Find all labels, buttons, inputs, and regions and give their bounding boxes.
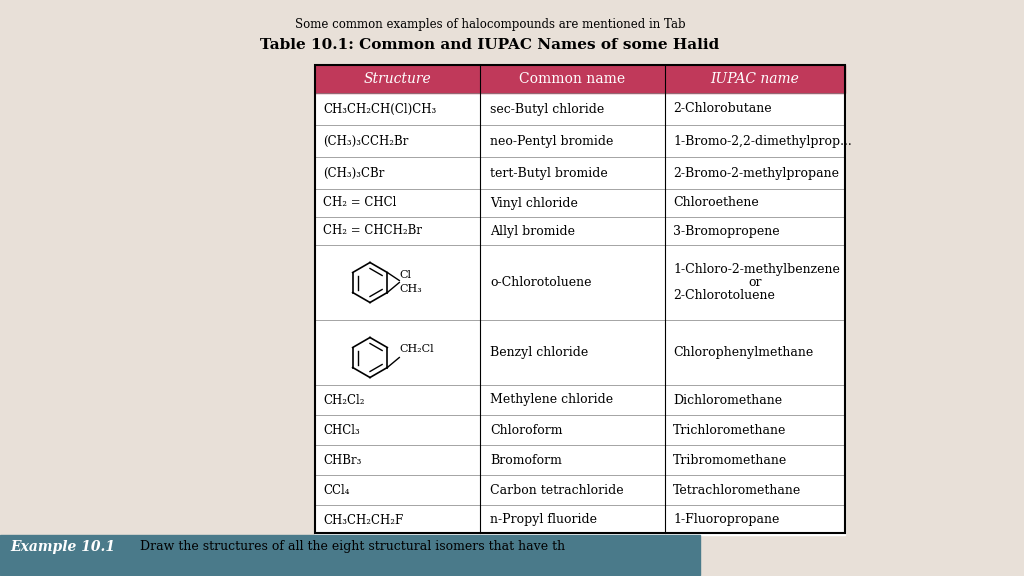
Text: CH₂ = CHCH₂Br: CH₂ = CHCH₂Br bbox=[323, 225, 422, 237]
Bar bbox=[315, 65, 845, 533]
Text: Table 10.1: Common and IUPAC Names of some Halid: Table 10.1: Common and IUPAC Names of so… bbox=[260, 38, 720, 52]
Text: Dichloromethane: Dichloromethane bbox=[673, 393, 782, 407]
Bar bbox=[315, 415, 845, 445]
Text: 2-Chlorobutane: 2-Chlorobutane bbox=[673, 103, 772, 116]
Bar bbox=[315, 157, 845, 189]
Text: o-Chlorotoluene: o-Chlorotoluene bbox=[490, 276, 592, 289]
Text: CH₃: CH₃ bbox=[399, 283, 422, 294]
Text: 1-Bromo-2,2-dimethylprop...: 1-Bromo-2,2-dimethylprop... bbox=[673, 135, 852, 147]
Text: (CH₃)₃CCH₂Br: (CH₃)₃CCH₂Br bbox=[323, 135, 409, 147]
Text: CHCl₃: CHCl₃ bbox=[323, 423, 359, 437]
Text: 3-Bromopropene: 3-Bromopropene bbox=[673, 225, 779, 237]
Text: CH₃CH₂CH(Cl)CH₃: CH₃CH₂CH(Cl)CH₃ bbox=[323, 103, 436, 116]
Bar bbox=[315, 65, 845, 533]
Bar bbox=[315, 245, 845, 320]
Text: 2-Chlorotoluene: 2-Chlorotoluene bbox=[673, 289, 775, 302]
Text: tert-Butyl bromide: tert-Butyl bromide bbox=[490, 166, 608, 180]
Bar bbox=[315, 217, 845, 245]
Text: Carbon tetrachloride: Carbon tetrachloride bbox=[490, 483, 624, 497]
Text: Chloroethene: Chloroethene bbox=[673, 196, 759, 210]
Bar bbox=[315, 445, 845, 475]
Bar bbox=[315, 505, 845, 535]
Bar bbox=[0, 535, 700, 575]
Bar bbox=[480, 65, 665, 93]
Text: Structure: Structure bbox=[364, 72, 431, 86]
Bar bbox=[315, 385, 845, 415]
Bar bbox=[315, 93, 845, 125]
Text: Some common examples of halocompounds are mentioned in Tab: Some common examples of halocompounds ar… bbox=[295, 18, 685, 31]
Text: Common name: Common name bbox=[519, 72, 626, 86]
Text: or: or bbox=[749, 276, 762, 289]
Bar bbox=[315, 320, 845, 385]
Text: CH₂Cl: CH₂Cl bbox=[399, 344, 434, 354]
Text: Trichloromethane: Trichloromethane bbox=[673, 423, 786, 437]
Bar bbox=[665, 65, 845, 93]
Text: Cl: Cl bbox=[399, 270, 412, 279]
Text: Tetrachloromethane: Tetrachloromethane bbox=[673, 483, 801, 497]
Text: 1-Chloro-2-methylbenzene: 1-Chloro-2-methylbenzene bbox=[673, 263, 840, 276]
Text: Chloroform: Chloroform bbox=[490, 423, 562, 437]
Bar bbox=[315, 125, 845, 157]
Text: sec-Butyl chloride: sec-Butyl chloride bbox=[490, 103, 604, 116]
Text: Draw the structures of all the eight structural isomers that have th: Draw the structures of all the eight str… bbox=[140, 540, 565, 553]
Bar bbox=[315, 65, 480, 93]
Text: 2-Bromo-2-methylpropane: 2-Bromo-2-methylpropane bbox=[673, 166, 839, 180]
Text: CH₂ = CHCl: CH₂ = CHCl bbox=[323, 196, 396, 210]
Text: n-Propyl fluoride: n-Propyl fluoride bbox=[490, 513, 597, 526]
Text: Vinyl chloride: Vinyl chloride bbox=[490, 196, 578, 210]
Text: Benzyl chloride: Benzyl chloride bbox=[490, 346, 588, 359]
Text: Tribromomethane: Tribromomethane bbox=[673, 453, 787, 467]
Text: Bromoform: Bromoform bbox=[490, 453, 562, 467]
Text: Chlorophenylmethane: Chlorophenylmethane bbox=[673, 346, 813, 359]
Text: CCl₄: CCl₄ bbox=[323, 483, 349, 497]
Text: CHBr₃: CHBr₃ bbox=[323, 453, 361, 467]
Text: 1-Fluoropropane: 1-Fluoropropane bbox=[673, 513, 779, 526]
Text: (CH₃)₃CBr: (CH₃)₃CBr bbox=[323, 166, 384, 180]
Text: Allyl bromide: Allyl bromide bbox=[490, 225, 575, 237]
Text: neo-Pentyl bromide: neo-Pentyl bromide bbox=[490, 135, 613, 147]
Text: CH₃CH₂CH₂F: CH₃CH₂CH₂F bbox=[323, 513, 403, 526]
Text: IUPAC name: IUPAC name bbox=[711, 72, 800, 86]
Text: Methylene chloride: Methylene chloride bbox=[490, 393, 613, 407]
Text: Example 10.1: Example 10.1 bbox=[10, 540, 115, 554]
Bar bbox=[315, 475, 845, 505]
Bar bbox=[315, 189, 845, 217]
Text: CH₂Cl₂: CH₂Cl₂ bbox=[323, 393, 365, 407]
